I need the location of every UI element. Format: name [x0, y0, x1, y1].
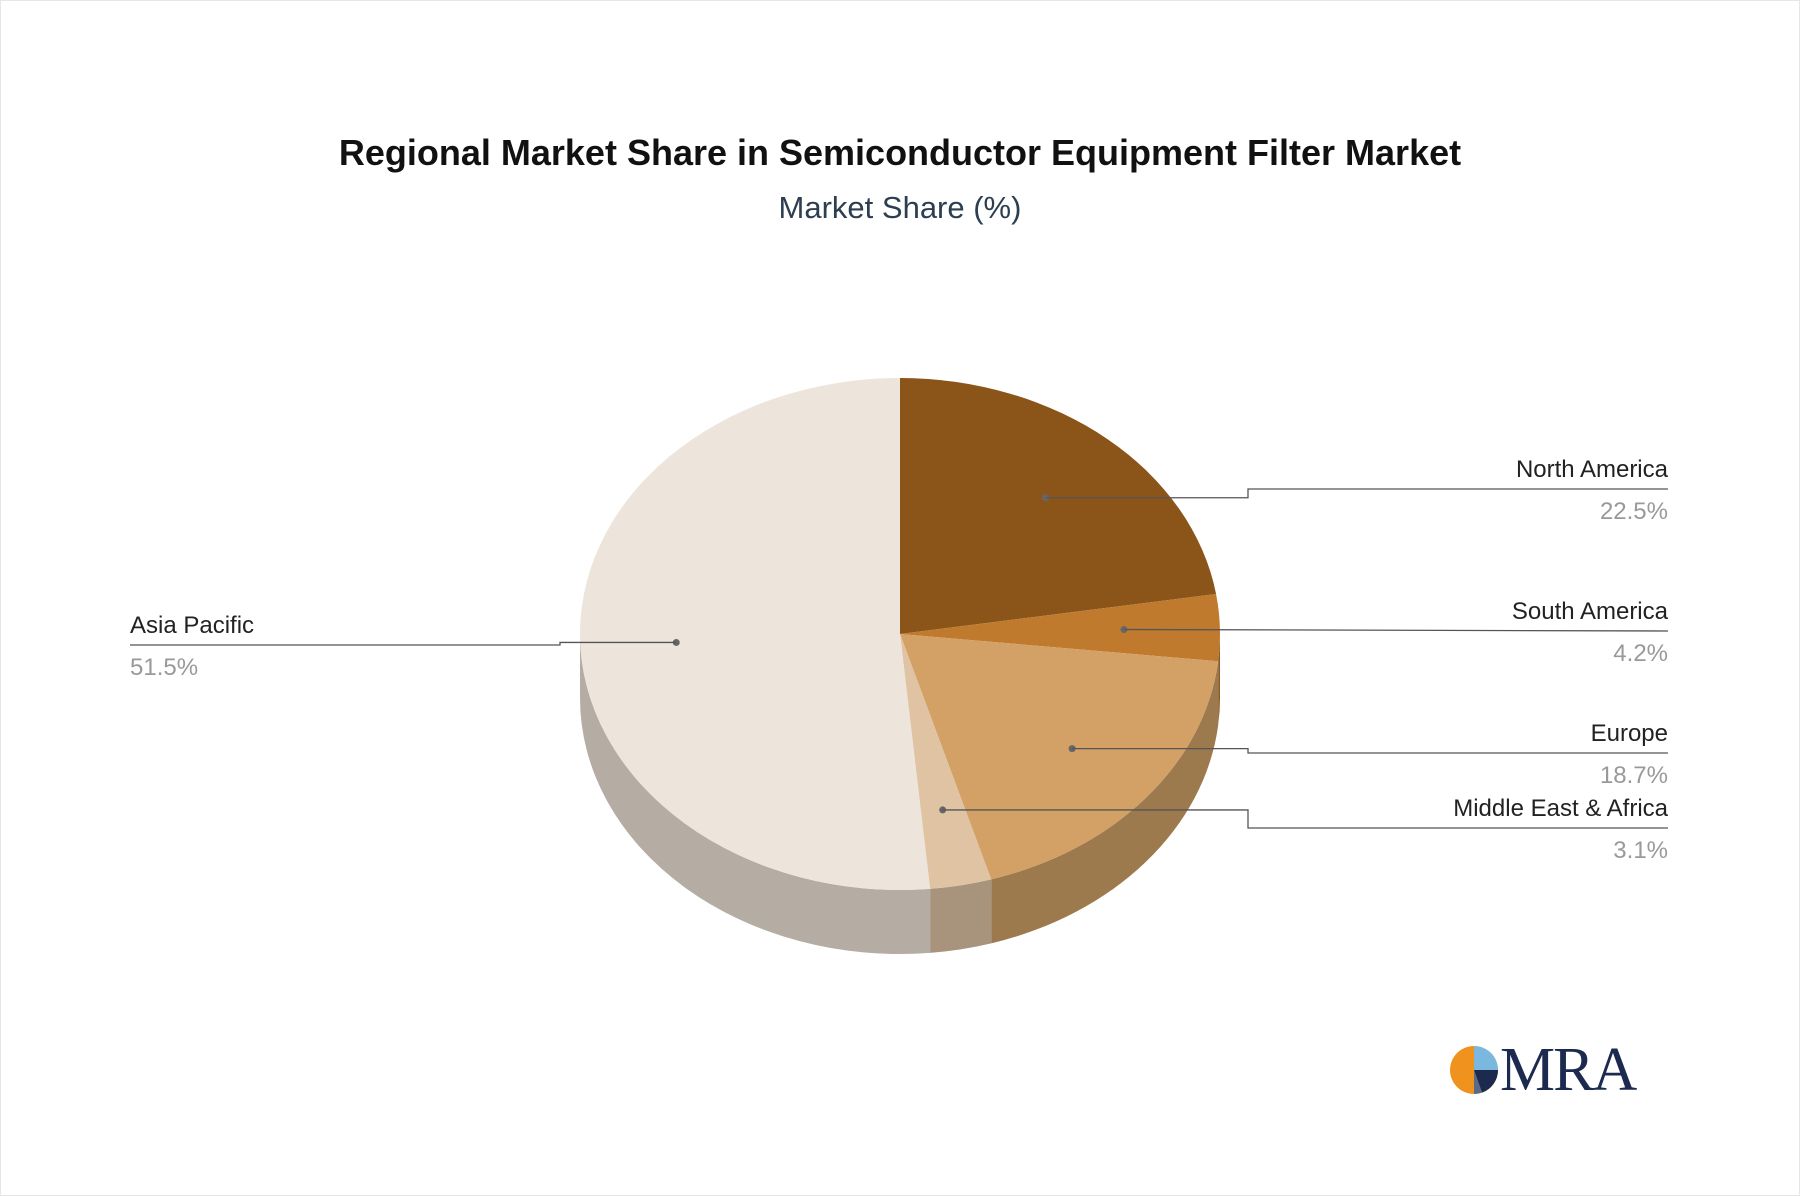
pie-slice-south-america[interactable]	[900, 593, 1220, 662]
leader-line	[942, 809, 1668, 829]
pie-label-name: South America	[1512, 598, 1669, 625]
pie-slice-north-america[interactable]	[900, 378, 1217, 634]
mra-pie-logo-icon	[1450, 1046, 1498, 1094]
pie-label-value: 4.2%	[1613, 640, 1668, 667]
leader-line	[1072, 748, 1668, 754]
pie-side-europe	[991, 661, 1219, 944]
leader-line	[1045, 488, 1668, 499]
pie-slice-europe[interactable]	[900, 634, 1219, 880]
pie-label-value: 51.5%	[130, 654, 198, 681]
pie-side-south-america	[1218, 634, 1220, 726]
pie-label-middle-east-and-africa: Middle East & Africa 3.1%	[939, 795, 1669, 864]
pie-label-name: Middle East & Africa	[1453, 795, 1668, 822]
pie-slices	[580, 378, 1220, 891]
pie-label-name: Asia Pacific	[130, 612, 254, 639]
chart-title: Regional Market Share in Semiconductor E…	[338, 132, 1462, 173]
pie-label-value: 3.1%	[1613, 837, 1668, 864]
chart-subtitle: Market Share (%)	[778, 190, 1022, 225]
pie-label-value: 22.5%	[1600, 498, 1668, 525]
pie-label-south-america: South America 4.2%	[1120, 598, 1669, 667]
pie-side-middle-east-and-africa	[930, 879, 992, 953]
pie-label-name: Europe	[1591, 720, 1668, 747]
mra-logo-text: MRA	[1500, 1036, 1637, 1104]
pie-label-value: 18.7%	[1600, 762, 1668, 789]
pie-label-name: North America	[1516, 456, 1669, 483]
pie-label-north-america: North America 22.5%	[1041, 456, 1669, 525]
mra-logo: MRA	[1448, 1036, 1638, 1104]
leader-line	[130, 641, 677, 646]
pie-label-europe: Europe 18.7%	[1068, 720, 1668, 789]
pie-slice-asia-pacific[interactable]	[580, 378, 931, 891]
pie-sides	[580, 634, 1220, 955]
pie-side-asia-pacific	[580, 634, 931, 955]
leader-line	[1123, 628, 1669, 632]
pie-slice-middle-east-and-africa[interactable]	[900, 634, 992, 889]
pie-labels: North America 22.5% South America 4.2% Europ…	[130, 456, 1669, 864]
pie-label-asia-pacific: Asia Pacific 51.5%	[130, 612, 680, 681]
